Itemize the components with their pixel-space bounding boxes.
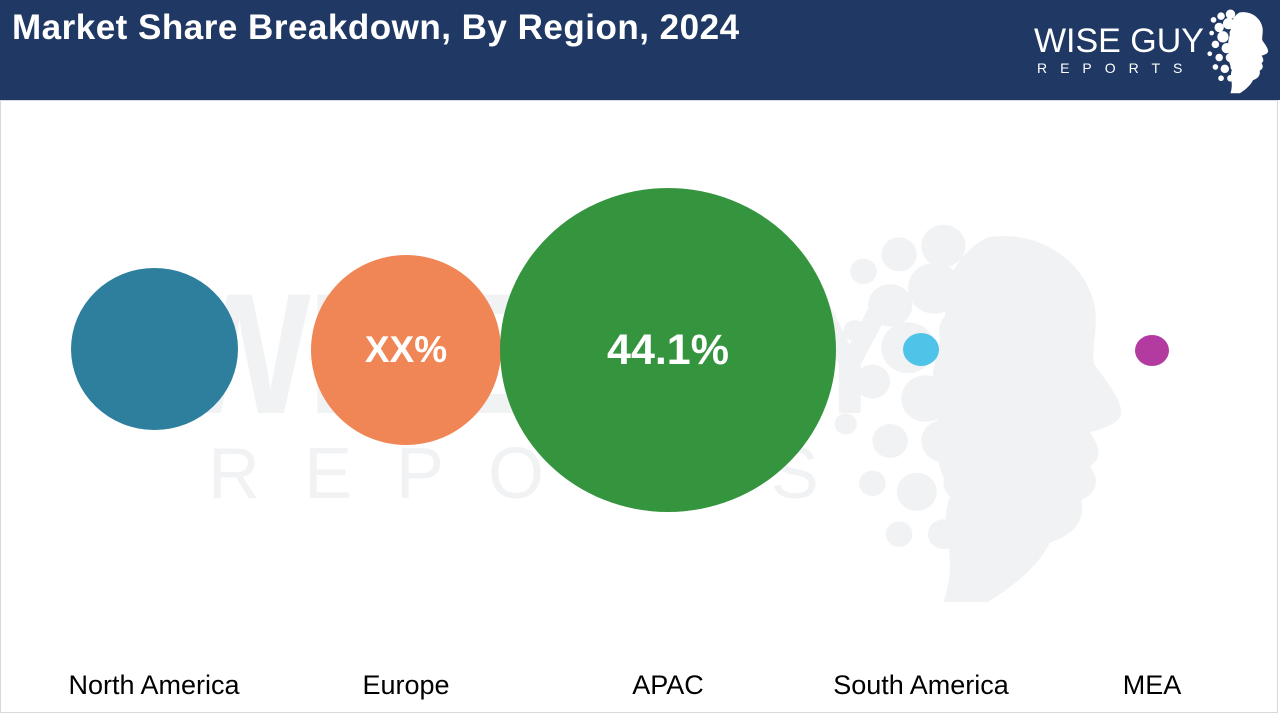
brand-face-icon <box>1207 9 1269 94</box>
brand-logo: WISE GUY REPORTS <box>1034 0 1270 100</box>
category-label-south-america: South America <box>833 670 1009 700</box>
category-label-apac: APAC <box>632 670 704 700</box>
bubble-apac: 44.1% <box>500 188 836 512</box>
bubble-europe: XX% <box>311 255 501 445</box>
category-label-mea: MEA <box>1122 670 1182 700</box>
page-title: Market Share Breakdown, By Region, 2024 <box>12 8 740 47</box>
brand-logo-text: WISE GUY REPORTS <box>1033 21 1204 77</box>
category-label-north-america: North America <box>68 670 240 700</box>
bubble-value-europe: XX% <box>364 329 448 370</box>
brand-subtitle: REPORTS <box>1036 60 1196 77</box>
brand-name: WISE GUY <box>1033 21 1204 60</box>
bubble-north-america <box>70 268 238 430</box>
category-label-europe: Europe <box>362 670 450 700</box>
bubble-mea <box>1135 334 1169 366</box>
bubble-value-apac: 44.1% <box>607 325 729 374</box>
header-bar: Market Share Breakdown, By Region, 2024 … <box>0 0 1280 100</box>
